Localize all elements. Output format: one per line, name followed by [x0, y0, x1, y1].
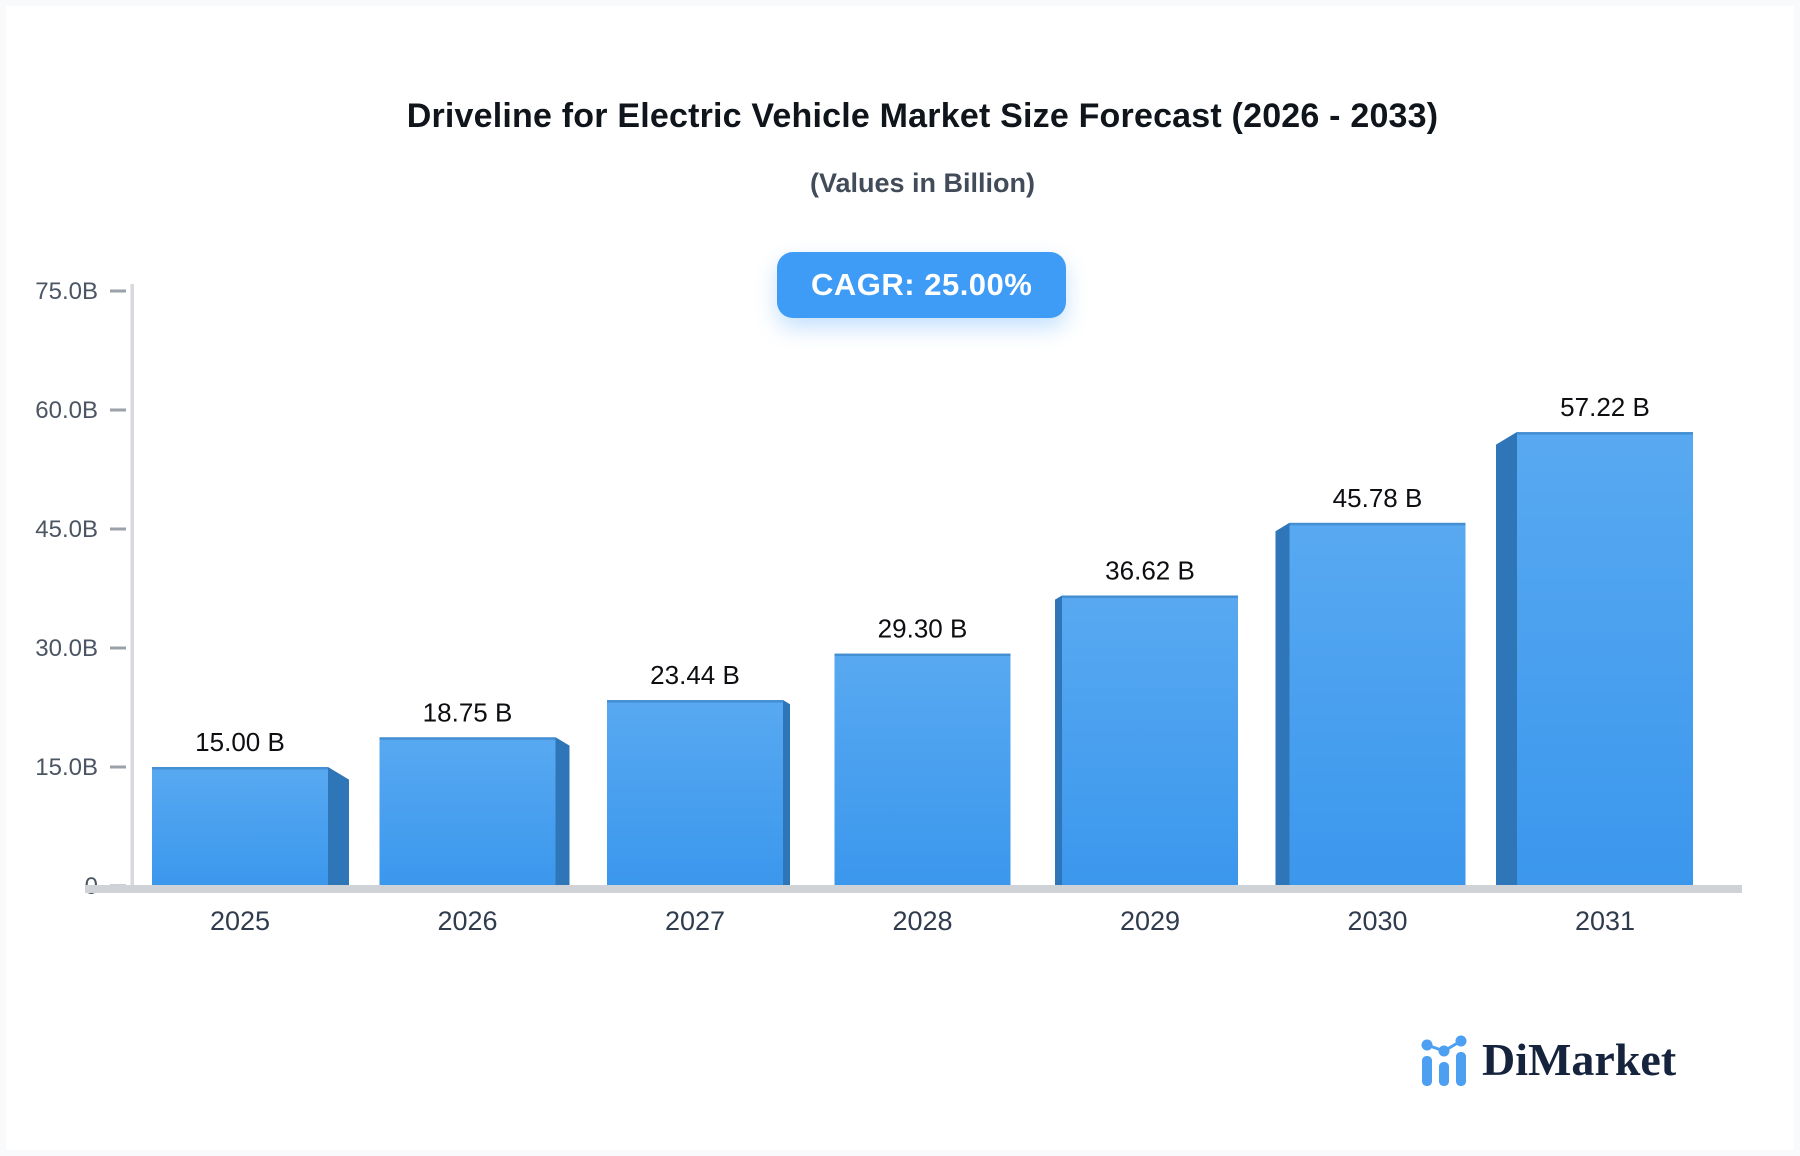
- x-category-label-2031: 2031: [1575, 906, 1635, 936]
- bar-value-label: 36.62 B: [1105, 555, 1195, 585]
- bar-top-edge: [607, 700, 783, 703]
- bar-face: [1062, 595, 1238, 886]
- bar-side-face: [783, 700, 790, 886]
- bar-face: [379, 737, 556, 886]
- x-category-label-2029: 2029: [1120, 906, 1180, 936]
- y-tick-label: 60.0B: [35, 397, 98, 424]
- bar-top-edge: [1062, 595, 1238, 598]
- x-category-label-2026: 2026: [437, 906, 497, 936]
- chart-title: Driveline for Electric Vehicle Market Si…: [406, 97, 1439, 135]
- cagr-badge: CAGR: 25.00%: [777, 252, 1067, 318]
- bar-top-edge: [1289, 522, 1466, 526]
- y-axis-line: [130, 284, 134, 890]
- bar-value-label: 15.00 B: [195, 727, 285, 757]
- bar-value-label: 18.75 B: [423, 697, 513, 727]
- bar-face: [607, 700, 783, 886]
- bar-value-label: 45.78 B: [1333, 483, 1423, 513]
- brand-name: DiMarket: [1482, 1034, 1677, 1085]
- y-tick-label: 45.0B: [35, 516, 98, 543]
- bar-side-face: [1496, 432, 1517, 886]
- bar-2027[interactable]: 23.44 B: [607, 660, 790, 886]
- bar-value-label: 29.30 B: [878, 614, 968, 644]
- bar-value-label: 23.44 B: [650, 660, 740, 690]
- bar-side-face: [1275, 522, 1290, 886]
- bar-face: [1289, 522, 1466, 886]
- bar-face: [152, 767, 328, 886]
- bar-value-label: 57.22 B: [1560, 392, 1650, 422]
- y-tick-label: 30.0B: [35, 635, 98, 662]
- x-category-label-2027: 2027: [665, 906, 725, 936]
- bar-face: [834, 653, 1011, 886]
- bar-2030[interactable]: 45.78 B: [1275, 483, 1466, 886]
- bar-top-edge: [1517, 432, 1693, 435]
- y-tick-label: 75.0B: [35, 278, 98, 305]
- bar-side-face: [328, 767, 349, 886]
- bar-side-face: [1055, 595, 1062, 886]
- x-axis-baseline: [85, 885, 1742, 893]
- bar-chart-trend-icon: [1421, 1035, 1467, 1086]
- chart-subtitle: (Values in Billion): [809, 168, 1036, 198]
- bar-top-edge: [152, 767, 328, 770]
- y-tick-label: 15.0B: [35, 754, 98, 781]
- brand-watermark: DiMarket: [1420, 1030, 1676, 1090]
- bar-side-face: [555, 737, 570, 886]
- bar-top-edge: [834, 653, 1011, 657]
- bar-2031[interactable]: 57.22 B: [1496, 392, 1693, 886]
- bar-face: [1517, 432, 1693, 886]
- x-category-label-2025: 2025: [210, 906, 270, 936]
- x-category-label-2028: 2028: [892, 906, 952, 936]
- x-category-label-2030: 2030: [1347, 906, 1407, 936]
- bar-2026[interactable]: 18.75 B: [379, 697, 570, 886]
- bar-2028[interactable]: 29.30 B: [834, 614, 1011, 886]
- bar-2025[interactable]: 15.00 B: [152, 727, 349, 886]
- bar-2029[interactable]: 36.62 B: [1055, 555, 1238, 886]
- bar-top-edge: [379, 737, 556, 740]
